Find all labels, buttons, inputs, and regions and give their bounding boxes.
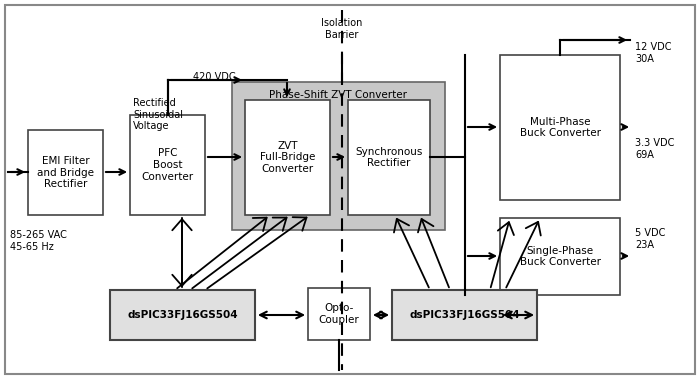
- Bar: [130, 115, 205, 215]
- FancyArrowPatch shape: [394, 219, 429, 288]
- FancyArrowPatch shape: [172, 218, 192, 286]
- Text: 12 VDC
30A: 12 VDC 30A: [635, 42, 671, 64]
- Text: PFC
Boost
Converter: PFC Boost Converter: [141, 149, 194, 182]
- Text: dsPIC33FJ16GS504: dsPIC33FJ16GS504: [127, 310, 238, 320]
- Text: ZVT
Full-Bridge
Converter: ZVT Full-Bridge Converter: [260, 141, 315, 174]
- Bar: [348, 100, 430, 215]
- Text: Opto-
Coupler: Opto- Coupler: [318, 303, 359, 325]
- Text: Isolation
Barrier: Isolation Barrier: [321, 18, 363, 39]
- Bar: [28, 130, 103, 215]
- Text: Rectified
Sinusoidal
Voltage: Rectified Sinusoidal Voltage: [133, 98, 183, 131]
- FancyArrowPatch shape: [506, 222, 541, 288]
- FancyArrowPatch shape: [177, 218, 267, 288]
- Bar: [392, 290, 537, 340]
- FancyArrowPatch shape: [418, 219, 449, 287]
- Bar: [500, 218, 620, 295]
- FancyArrowPatch shape: [207, 217, 307, 288]
- Text: Synchronous
Rectifier: Synchronous Rectifier: [356, 147, 423, 168]
- Text: EMI Filter
and Bridge
Rectifier: EMI Filter and Bridge Rectifier: [37, 156, 94, 189]
- Text: Phase-Shift ZVT Converter: Phase-Shift ZVT Converter: [269, 90, 407, 100]
- FancyArrowPatch shape: [172, 219, 192, 287]
- Bar: [232, 82, 445, 230]
- Bar: [245, 100, 330, 215]
- FancyArrowPatch shape: [491, 222, 514, 287]
- Bar: [500, 55, 620, 200]
- FancyArrowPatch shape: [193, 218, 286, 288]
- Bar: [110, 290, 255, 340]
- Text: dsPIC33FJ16GS504: dsPIC33FJ16GS504: [410, 310, 520, 320]
- Bar: [308, 288, 370, 340]
- Text: Single-Phase
Buck Converter: Single-Phase Buck Converter: [519, 246, 601, 267]
- Text: 5 VDC
23A: 5 VDC 23A: [635, 228, 666, 250]
- Text: 85-265 VAC
45-65 Hz: 85-265 VAC 45-65 Hz: [10, 230, 67, 252]
- Text: 420 VDC: 420 VDC: [193, 72, 236, 82]
- Text: 3.3 VDC
69A: 3.3 VDC 69A: [635, 138, 674, 160]
- Text: Multi-Phase
Buck Converter: Multi-Phase Buck Converter: [519, 117, 601, 138]
